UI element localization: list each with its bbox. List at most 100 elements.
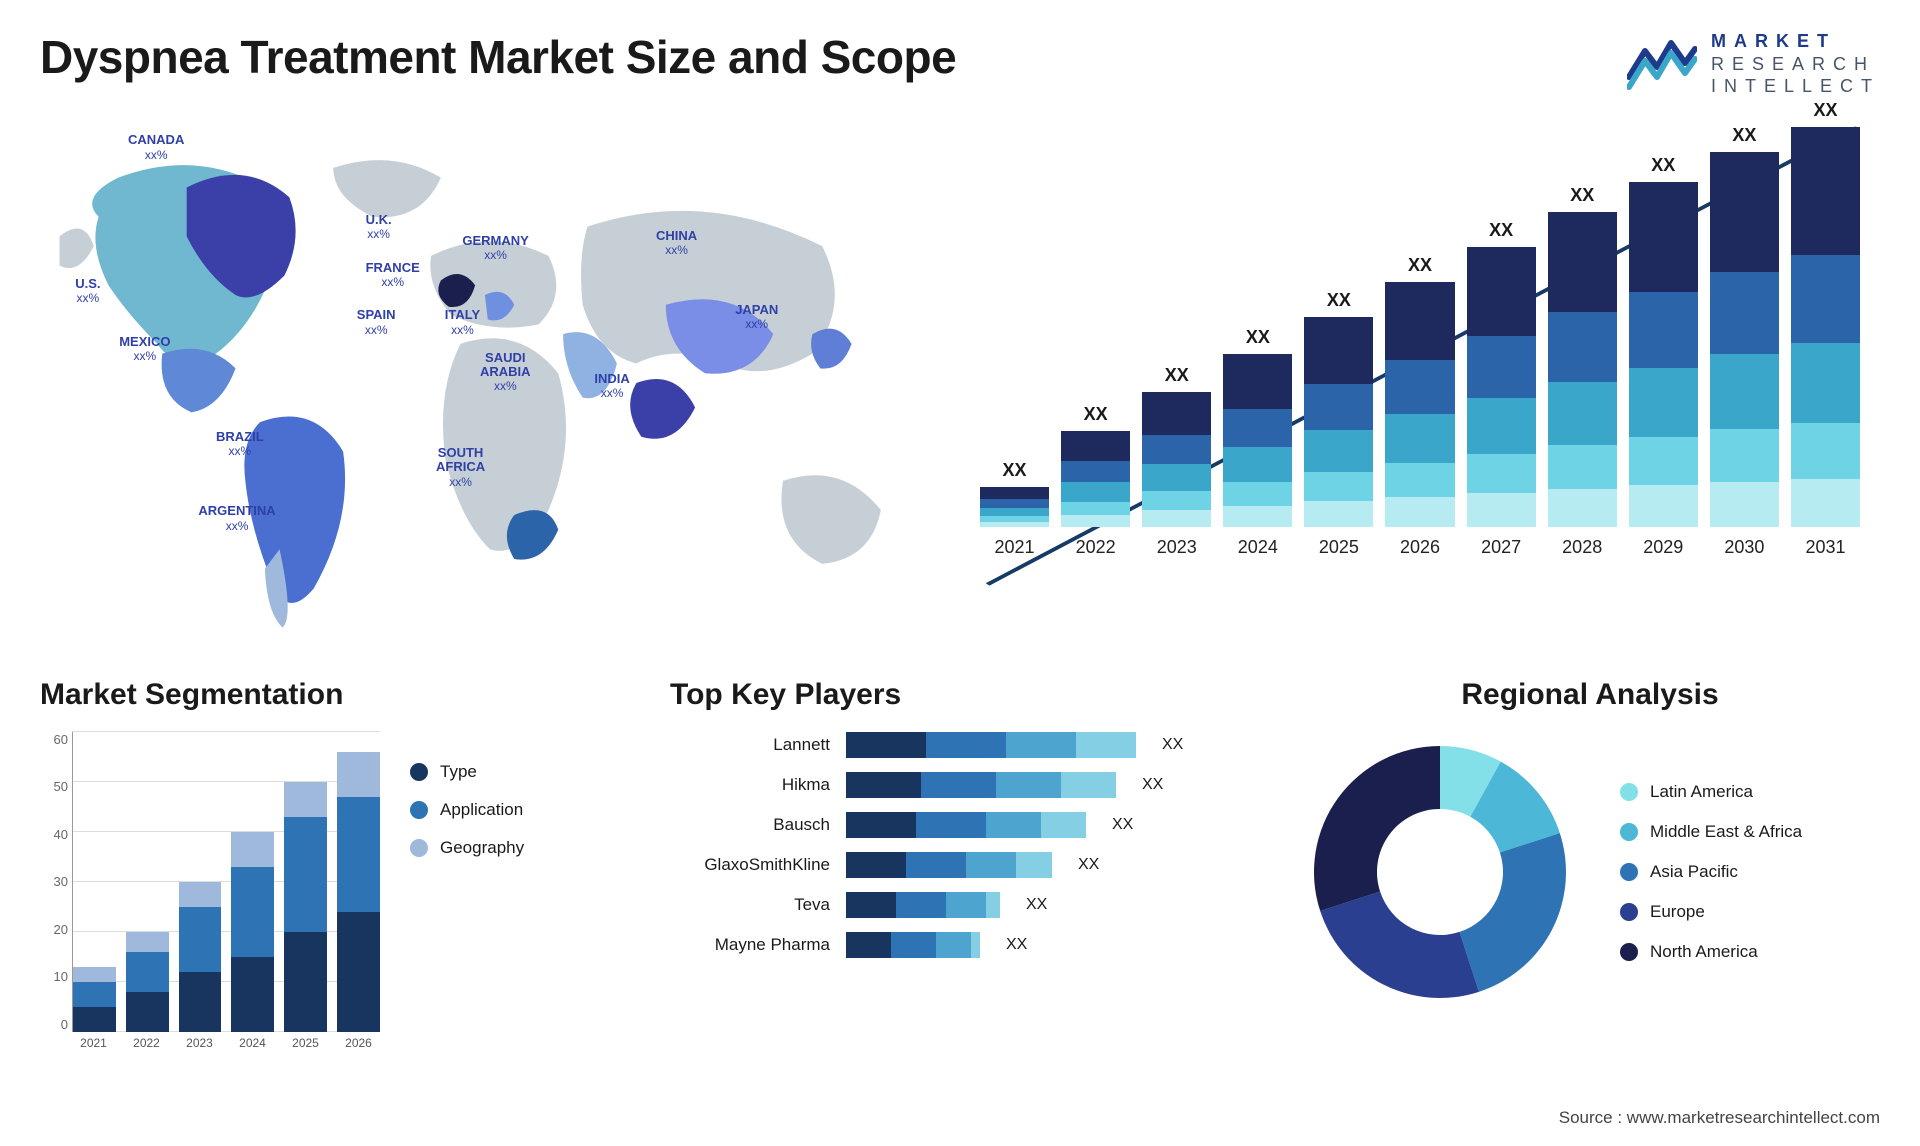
brand-logo: MARKET RESEARCH INTELLECT	[1627, 30, 1880, 98]
player-segment	[921, 772, 996, 798]
seg-bar-2025	[284, 782, 327, 1032]
growth-segment	[1304, 501, 1373, 526]
player-segment	[1006, 732, 1076, 758]
growth-segment	[1710, 429, 1779, 482]
growth-segment	[1548, 382, 1617, 445]
growth-segment	[1467, 336, 1536, 398]
growth-bar-2029: XX2029	[1629, 155, 1698, 558]
player-row: HikmaXX	[670, 772, 1230, 798]
player-segment	[936, 932, 971, 958]
legend-label: Application	[440, 800, 523, 820]
growth-value-label: XX	[1327, 290, 1351, 311]
growth-segment	[1061, 502, 1130, 515]
player-name: Teva	[670, 895, 830, 915]
player-value-label: XX	[1112, 816, 1133, 834]
seg-segment-geography	[231, 832, 274, 867]
legend-label: Middle East & Africa	[1650, 822, 1802, 842]
player-value-label: XX	[1006, 936, 1027, 954]
logo-line2: RESEARCH	[1711, 53, 1880, 76]
growth-segment	[1061, 482, 1130, 501]
growth-segment	[1791, 479, 1860, 527]
player-segment	[916, 812, 986, 838]
seg-ytick: 10	[40, 969, 68, 984]
player-name: Lannett	[670, 735, 830, 755]
growth-segment	[1710, 152, 1779, 272]
growth-segment	[1142, 435, 1211, 465]
growth-value-label: XX	[1732, 125, 1756, 146]
growth-year-label: 2023	[1157, 537, 1197, 558]
player-bar	[846, 732, 1136, 758]
growth-segment	[980, 499, 1049, 508]
legend-item: Middle East & Africa	[1620, 822, 1802, 842]
seg-ytick: 30	[40, 874, 68, 889]
legend-swatch	[1620, 943, 1638, 961]
logo-line3: INTELLECT	[1711, 75, 1880, 98]
map-label-south-africa: SOUTHAFRICAxx%	[436, 446, 485, 489]
growth-value-label: XX	[1246, 327, 1270, 348]
legend-item: Europe	[1620, 902, 1802, 922]
seg-segment-application	[231, 867, 274, 957]
map-label-canada: CANADAxx%	[128, 133, 184, 162]
growth-bar-2031: XX 2031	[1791, 100, 1860, 558]
player-segment	[971, 932, 980, 958]
growth-value-label: XX	[1003, 460, 1027, 481]
legend-label: Type	[440, 762, 477, 782]
growth-segment	[1385, 414, 1454, 463]
growth-bar-2026: XX2026	[1385, 255, 1454, 558]
seg-bar-2022	[126, 932, 169, 1032]
growth-bar-2022: XX2022	[1061, 404, 1130, 558]
seg-xtick: 2022	[125, 1036, 168, 1062]
seg-xtick: 2023	[178, 1036, 221, 1062]
legend-swatch	[410, 763, 428, 781]
growth-segment	[1710, 482, 1779, 527]
growth-value-label: XX	[1813, 100, 1837, 121]
growth-segment	[1548, 489, 1617, 527]
growth-segment	[1142, 491, 1211, 510]
growth-value-label: XX	[1489, 220, 1513, 241]
player-bar	[846, 892, 1000, 918]
player-segment	[986, 892, 1000, 918]
growth-segment	[1142, 392, 1211, 435]
seg-segment-type	[179, 972, 222, 1032]
growth-segment	[980, 487, 1049, 500]
map-label-spain: SPAINxx%	[357, 308, 396, 337]
legend-item: Application	[410, 800, 524, 820]
player-name: GlaxoSmithKline	[670, 855, 830, 875]
source-label: Source : www.marketresearchintellect.com	[1559, 1108, 1880, 1128]
regional-panel: Regional Analysis Latin AmericaMiddle Ea…	[1300, 678, 1880, 1118]
growth-segment	[1223, 447, 1292, 482]
growth-segment	[1061, 431, 1130, 462]
player-segment	[986, 812, 1041, 838]
seg-segment-application	[126, 952, 169, 992]
map-label-mexico: MEXICOxx%	[119, 335, 170, 364]
donut-slice	[1314, 746, 1440, 911]
legend-swatch	[1620, 783, 1638, 801]
growth-year-label: 2028	[1562, 537, 1602, 558]
player-segment	[891, 932, 936, 958]
player-segment	[926, 732, 1006, 758]
growth-segment	[1710, 272, 1779, 355]
growth-bar-2027: XX2027	[1467, 220, 1536, 558]
page-title: Dyspnea Treatment Market Size and Scope	[40, 30, 956, 84]
segmentation-chart: 0102030405060 202120222023202420252026	[40, 732, 380, 1062]
growth-year-label: 2031	[1805, 537, 1845, 558]
players-panel: Top Key Players LannettXXHikmaXXBauschXX…	[670, 678, 1250, 1118]
seg-segment-geography	[179, 882, 222, 907]
map-label-japan: JAPANxx%	[735, 303, 778, 332]
seg-xtick: 2025	[284, 1036, 327, 1062]
seg-segment-type	[337, 912, 380, 1032]
seg-segment-type	[284, 932, 327, 1032]
player-name: Mayne Pharma	[670, 935, 830, 955]
growth-year-label: 2025	[1319, 537, 1359, 558]
growth-segment	[1467, 493, 1536, 527]
segmentation-panel: Market Segmentation 0102030405060 202120…	[40, 678, 620, 1118]
growth-segment	[1061, 515, 1130, 527]
map-label-u-s-: U.S.xx%	[75, 277, 100, 306]
seg-segment-geography	[284, 782, 327, 817]
seg-xtick: 2021	[72, 1036, 115, 1062]
players-title: Top Key Players	[670, 678, 1250, 712]
growth-year-label: 2021	[995, 537, 1035, 558]
growth-segment	[1304, 472, 1373, 501]
seg-ytick: 50	[40, 779, 68, 794]
growth-segment	[1467, 454, 1536, 493]
